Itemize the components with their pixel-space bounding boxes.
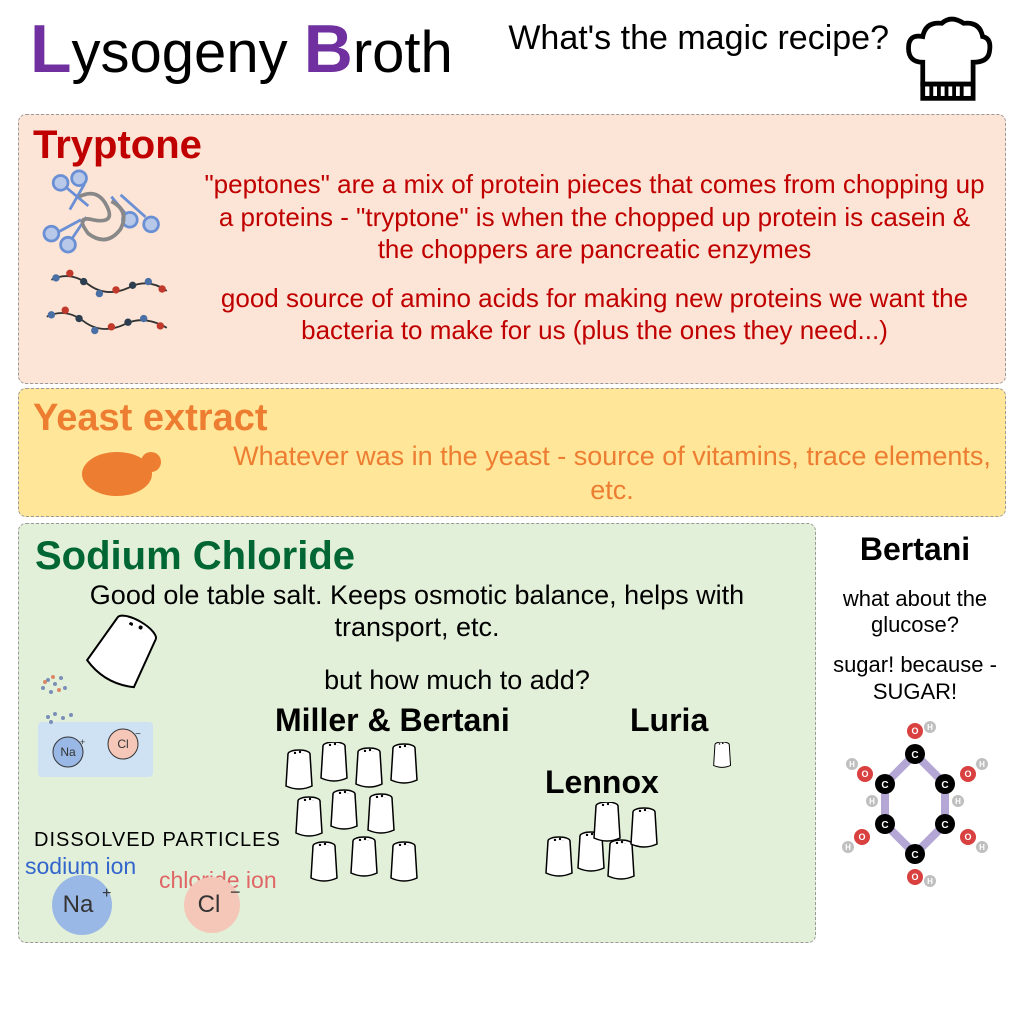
tryptone-para-1: "peptones" are a mix of protein pieces t… <box>198 168 991 266</box>
svg-text:−: − <box>135 729 141 740</box>
yeast-section: Yeast extract Whatever was in the yeast … <box>18 388 1006 517</box>
bertani-q1: what about the glucose? <box>830 586 1000 639</box>
sodium-heading: Sodium Chloride <box>35 534 799 579</box>
bottom-row: Sodium Chloride Good ole table salt. Kee… <box>0 523 1024 943</box>
chef-hat-icon <box>899 10 994 105</box>
sodium-section: Sodium Chloride Good ole table salt. Kee… <box>18 523 816 943</box>
bertani-heading: Bertani <box>830 531 1000 568</box>
svg-text:H: H <box>869 797 875 806</box>
title-accent-l: L <box>30 11 72 87</box>
title-part-2: roth <box>353 20 453 85</box>
variant-lennox: Lennox <box>545 764 659 801</box>
svg-text:C: C <box>941 780 948 791</box>
salt-shaker-icon: Na + Cl − <box>33 612 218 807</box>
svg-text:O: O <box>911 726 918 736</box>
tryptone-heading: Tryptone <box>33 123 991 168</box>
svg-text:H: H <box>845 843 851 852</box>
yeast-blob-icon <box>79 444 169 499</box>
shakers-miller-icon <box>285 742 505 892</box>
tryptone-para-2: good source of amino acids for making ne… <box>198 282 991 347</box>
svg-text:C: C <box>881 780 888 791</box>
glucose-molecule-icon: C C C C C C O O O O O O H H H H H H H H <box>840 719 990 889</box>
svg-text:O: O <box>964 832 971 842</box>
subtitle: What's the magic recipe? <box>508 10 899 59</box>
bertani-q2: sugar! because - SUGAR! <box>830 652 1000 705</box>
variant-miller-bertani: Miller & Bertani <box>275 702 510 739</box>
main-title: Lysogeny Broth <box>30 10 508 88</box>
svg-text:Cl: Cl <box>198 891 221 918</box>
svg-text:O: O <box>858 832 865 842</box>
svg-text:Na: Na <box>63 891 94 918</box>
variant-luria: Luria <box>630 702 708 739</box>
svg-text:Cl: Cl <box>117 737 128 751</box>
title-accent-b: B <box>304 11 353 87</box>
svg-text:O: O <box>911 872 918 882</box>
yeast-heading: Yeast extract <box>33 397 991 440</box>
svg-text:+: + <box>80 737 85 747</box>
bertani-aside: Bertani what about the glucose? sugar! b… <box>816 523 1006 943</box>
svg-text:O: O <box>861 769 868 779</box>
svg-text:H: H <box>955 797 961 806</box>
shakers-lennox-icon <box>545 802 695 892</box>
yeast-text: Whatever was in the yeast - source of vi… <box>233 440 991 508</box>
svg-text:−: − <box>230 882 241 902</box>
header: Lysogeny Broth What's the magic recipe? <box>0 0 1024 110</box>
svg-text:H: H <box>979 760 985 769</box>
svg-text:C: C <box>881 820 888 831</box>
svg-text:H: H <box>927 877 933 886</box>
svg-text:Na: Na <box>60 745 76 759</box>
dissolved-particles-label: DISSOLVED PARTICLES <box>34 829 281 852</box>
svg-text:C: C <box>911 850 918 861</box>
tryptone-section: Tryptone "peptones" are a mix of protein… <box>18 114 1006 384</box>
svg-text:H: H <box>979 843 985 852</box>
svg-text:C: C <box>911 750 918 761</box>
na-cl-ions-icon: Na + Cl − <box>47 870 277 940</box>
salt-variants: Miller & Bertani Luria Lennox <box>235 702 799 892</box>
svg-text:O: O <box>964 769 971 779</box>
title-part-1: ysogeny <box>72 20 304 85</box>
svg-text:C: C <box>941 820 948 831</box>
svg-text:+: + <box>102 885 111 902</box>
shakers-luria-icon <box>713 742 738 782</box>
svg-text:H: H <box>927 723 933 732</box>
svg-text:H: H <box>849 760 855 769</box>
scissors-protein-icon <box>41 169 191 349</box>
